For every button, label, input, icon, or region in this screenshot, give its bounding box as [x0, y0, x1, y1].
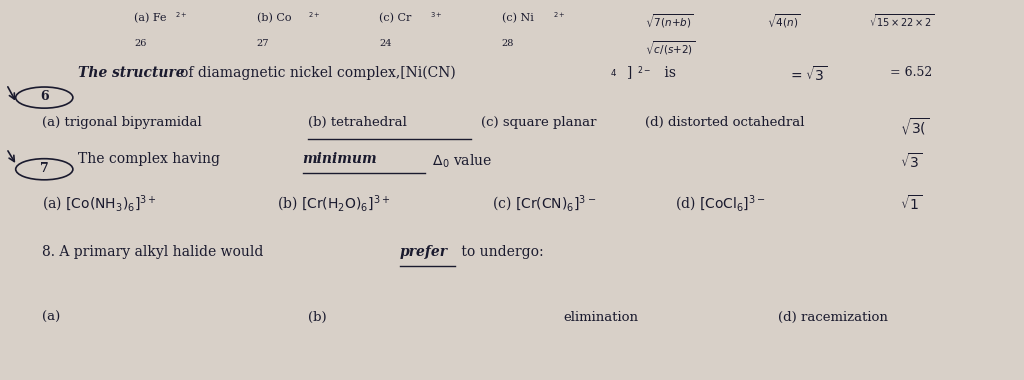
Text: to undergo:: to undergo:	[457, 245, 544, 259]
Text: ]: ]	[628, 65, 633, 79]
Text: 24: 24	[379, 39, 392, 48]
Text: The complex having: The complex having	[78, 152, 224, 166]
Text: 27: 27	[257, 39, 269, 48]
Text: $^{2+}$: $^{2+}$	[308, 13, 321, 22]
Text: (c) Cr: (c) Cr	[379, 13, 412, 23]
Text: = 6.52: = 6.52	[890, 65, 932, 79]
Text: is: is	[660, 65, 676, 79]
Text: structure: structure	[112, 65, 184, 79]
Text: $_4$: $_4$	[610, 65, 617, 79]
Text: (a) Fe: (a) Fe	[134, 13, 167, 23]
Text: $\sqrt{c/(s{+}2)}$: $\sqrt{c/(s{+}2)}$	[645, 39, 695, 57]
Text: $\sqrt{1}$: $\sqrt{1}$	[900, 194, 923, 213]
Text: minimum: minimum	[303, 152, 377, 166]
Text: $^{3+}$: $^{3+}$	[430, 13, 443, 22]
Text: (b) tetrahedral: (b) tetrahedral	[308, 116, 407, 130]
Text: of diamagnetic nickel complex,[Ni(CN): of diamagnetic nickel complex,[Ni(CN)	[180, 65, 456, 80]
Text: (a) trigonal bipyramidal: (a) trigonal bipyramidal	[42, 116, 202, 130]
Text: $^{2-}$: $^{2-}$	[637, 65, 651, 76]
Text: minimum: minimum	[303, 152, 370, 166]
Text: $\Delta_0$ value: $\Delta_0$ value	[428, 152, 493, 170]
Text: (a): (a)	[42, 311, 60, 324]
Text: (d) racemization: (d) racemization	[777, 311, 888, 324]
Text: 8. A primary alkyl halide would: 8. A primary alkyl halide would	[42, 245, 268, 259]
Text: 6: 6	[40, 90, 48, 103]
Text: (b): (b)	[308, 311, 327, 324]
Text: $\sqrt{4(n)}$: $\sqrt{4(n)}$	[767, 13, 801, 30]
Text: $^{2+}$: $^{2+}$	[553, 13, 565, 22]
Text: $\sqrt{7(n{+}b)}$: $\sqrt{7(n{+}b)}$	[645, 13, 693, 30]
Text: $\sqrt{15\times 22\times 2}$: $\sqrt{15\times 22\times 2}$	[869, 13, 935, 29]
Text: (a) $[\mathrm{Co(NH_3)_6}]^{3+}$: (a) $[\mathrm{Co(NH_3)_6}]^{3+}$	[42, 194, 157, 214]
Text: $\sqrt{3(}$: $\sqrt{3(}$	[900, 116, 929, 138]
Text: $^{2+}$: $^{2+}$	[175, 13, 187, 22]
Text: (b) Co: (b) Co	[257, 13, 291, 23]
Text: $= \sqrt{3}$: $= \sqrt{3}$	[787, 65, 826, 84]
Text: (d) distorted octahedral: (d) distorted octahedral	[645, 116, 804, 130]
Text: (c) Ni: (c) Ni	[502, 13, 534, 23]
Text: 28: 28	[502, 39, 514, 48]
Text: 26: 26	[134, 39, 146, 48]
Text: (b) $[\mathrm{Cr(H_2O)_6}]^{3+}$: (b) $[\mathrm{Cr(H_2O)_6}]^{3+}$	[278, 194, 390, 214]
Text: The: The	[78, 65, 113, 79]
Text: (d) $[\mathrm{CoCl_6}]^{3-}$: (d) $[\mathrm{CoCl_6}]^{3-}$	[676, 194, 766, 214]
Text: (c) square planar: (c) square planar	[481, 116, 597, 130]
Text: (c) $[\mathrm{Cr(CN)_6}]^{3-}$: (c) $[\mathrm{Cr(CN)_6}]^{3-}$	[492, 194, 596, 214]
Text: elimination: elimination	[563, 311, 638, 324]
Text: $\sqrt{3}$: $\sqrt{3}$	[900, 152, 923, 171]
Text: prefer: prefer	[399, 245, 447, 259]
Text: 7: 7	[40, 162, 49, 175]
